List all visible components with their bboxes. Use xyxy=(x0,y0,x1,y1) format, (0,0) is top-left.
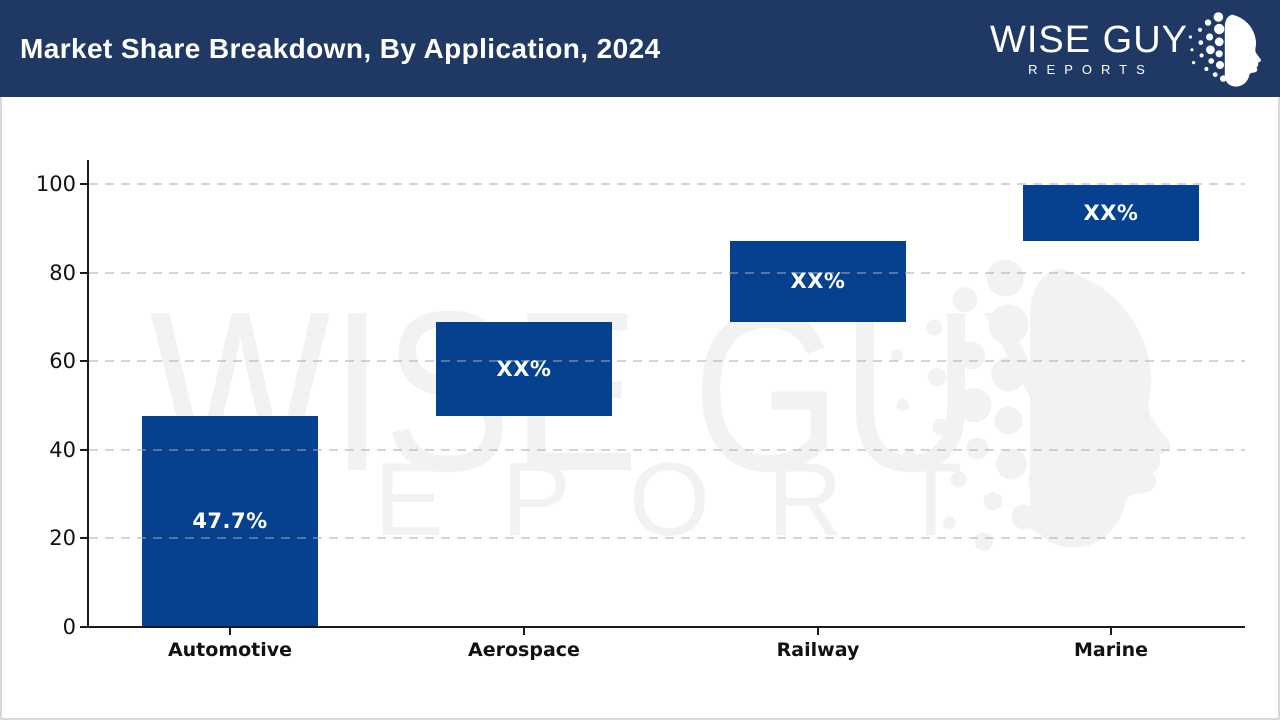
y-tick-mark xyxy=(80,271,88,274)
watermark-head-icon xyxy=(890,259,1171,551)
wise-guy-logo: WISE GUY REPORTS xyxy=(990,5,1266,93)
x-tick-mark xyxy=(1110,628,1112,635)
y-tick-label: 20 xyxy=(49,526,76,551)
bar-railway: XX% xyxy=(730,240,906,323)
page-title: Market Share Breakdown, By Application, … xyxy=(20,32,661,64)
x-tick-mark xyxy=(229,628,231,635)
gridline xyxy=(89,537,1245,540)
y-tick-mark xyxy=(80,183,88,186)
x-axis-line xyxy=(85,626,1245,628)
logo-head-icon xyxy=(1188,11,1262,87)
y-tick-mark xyxy=(80,537,88,540)
gridline xyxy=(89,271,1245,274)
y-tick-label: 80 xyxy=(49,260,76,285)
category-label: Marine xyxy=(1073,639,1149,661)
category-label: Railway xyxy=(776,639,860,661)
category-label: Automotive xyxy=(167,639,293,661)
logo-text: WISE GUY REPORTS xyxy=(990,21,1188,76)
bar-aerospace: XX% xyxy=(436,322,612,416)
y-tick-mark xyxy=(80,626,88,628)
category-label: Aerospace xyxy=(468,639,580,661)
bar-value-label: 47.7% xyxy=(192,509,268,534)
bar-automotive: 47.7% xyxy=(142,415,318,627)
y-tick-label: 40 xyxy=(49,437,76,462)
header-bar: Market Share Breakdown, By Application, … xyxy=(0,0,1280,97)
logo-subtitle: REPORTS xyxy=(1028,62,1154,77)
x-tick-mark xyxy=(523,628,525,635)
gridline xyxy=(89,360,1245,363)
y-tick-mark xyxy=(80,360,88,363)
gridline xyxy=(89,183,1245,186)
gridline xyxy=(89,448,1245,451)
y-tick-label: 0 xyxy=(62,615,76,639)
y-tick-mark xyxy=(80,448,88,451)
y-tick-label: 100 xyxy=(35,172,76,197)
y-tick-label: 60 xyxy=(49,349,76,374)
bar-marine: XX% xyxy=(1023,185,1199,241)
x-tick-mark xyxy=(817,628,819,635)
logo-wordmark: WISE GUY xyxy=(989,19,1188,61)
watermark-subtitle: REPORTS xyxy=(240,442,1148,558)
y-axis-line xyxy=(87,160,89,627)
bar-value-label: XX% xyxy=(1083,200,1139,225)
